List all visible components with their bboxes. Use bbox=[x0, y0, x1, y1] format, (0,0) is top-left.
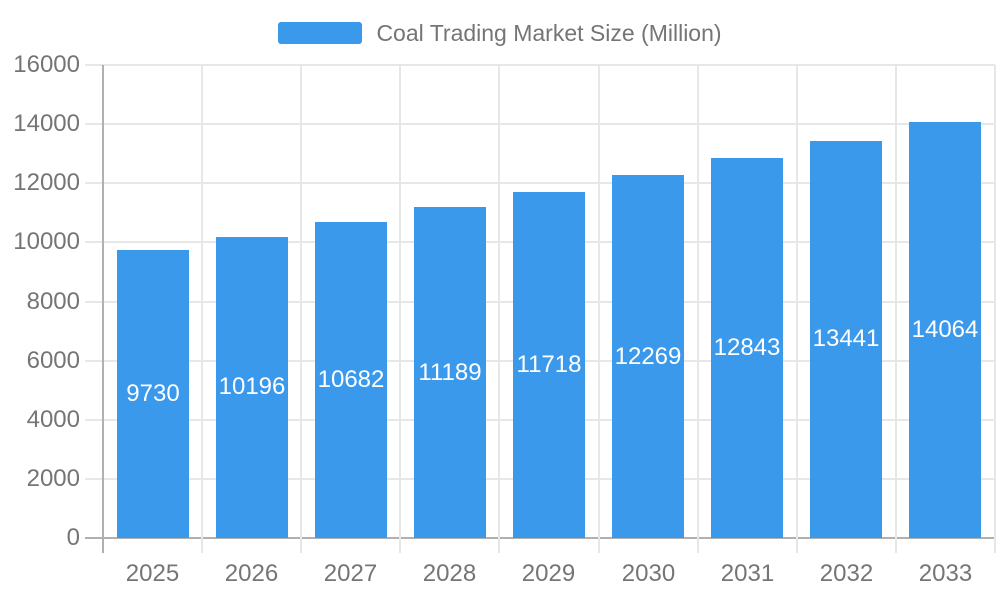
bar-value-label: 13441 bbox=[812, 325, 880, 352]
x-axis-tick-label: 2026 bbox=[224, 560, 279, 587]
x-gridline bbox=[994, 65, 996, 553]
x-gridline bbox=[201, 65, 203, 553]
bar bbox=[810, 141, 882, 538]
bar-value-label: 12269 bbox=[614, 343, 682, 370]
x-axis-tick-label: 2032 bbox=[819, 560, 874, 587]
bar bbox=[711, 158, 783, 538]
bar-value-label: 11718 bbox=[516, 351, 582, 378]
bar bbox=[315, 222, 387, 538]
y-gridline bbox=[85, 123, 995, 125]
x-gridline bbox=[598, 65, 600, 553]
y-axis-line bbox=[102, 65, 104, 553]
x-axis-tick-label: 2028 bbox=[422, 560, 477, 587]
y-axis-tick-label: 6000 bbox=[26, 347, 80, 374]
x-gridline bbox=[796, 65, 798, 553]
bar bbox=[513, 192, 585, 538]
x-axis-tick-label: 2029 bbox=[521, 560, 576, 587]
legend-label[interactable]: Coal Trading Market Size (Million) bbox=[376, 20, 722, 46]
x-axis-tick-label: 2033 bbox=[918, 560, 973, 587]
x-gridline bbox=[895, 65, 897, 553]
y-axis-tick-label: 2000 bbox=[26, 465, 80, 492]
y-axis-tick-label: 8000 bbox=[26, 288, 80, 315]
x-gridline bbox=[399, 65, 401, 553]
y-axis-tick-label: 12000 bbox=[13, 169, 80, 196]
x-axis-line bbox=[85, 537, 995, 539]
x-gridline bbox=[697, 65, 699, 553]
y-axis-tick-label: 4000 bbox=[26, 406, 80, 433]
bar-value-label: 10196 bbox=[218, 373, 286, 400]
x-axis-tick-label: 2025 bbox=[125, 560, 180, 587]
x-gridline bbox=[300, 65, 302, 553]
bar bbox=[612, 175, 684, 538]
legend-swatch-icon[interactable] bbox=[278, 22, 363, 44]
bar-value-label: 12843 bbox=[713, 334, 781, 361]
bar bbox=[414, 207, 486, 538]
x-axis-tick-label: 2027 bbox=[323, 560, 378, 587]
x-axis-tick-label: 2031 bbox=[720, 560, 775, 587]
y-axis-tick-label: 14000 bbox=[13, 110, 80, 137]
y-gridline bbox=[85, 182, 995, 184]
x-axis-tick-label: 2030 bbox=[621, 560, 676, 587]
bar-value-label: 10682 bbox=[317, 366, 385, 393]
y-gridline bbox=[85, 64, 995, 66]
x-gridline bbox=[498, 65, 500, 553]
bar bbox=[216, 237, 288, 538]
bar bbox=[117, 250, 189, 538]
y-axis-tick-label: 16000 bbox=[13, 51, 80, 78]
y-axis-tick-label: 0 bbox=[66, 524, 80, 551]
bar-value-label: 9730 bbox=[126, 380, 180, 407]
bar-value-label: 14064 bbox=[911, 316, 979, 343]
y-axis-tick-label: 10000 bbox=[13, 228, 80, 255]
bar-value-label: 11189 bbox=[418, 359, 482, 386]
bar bbox=[909, 122, 981, 538]
legend[interactable]: Coal Trading Market Size (Million) bbox=[0, 20, 1000, 46]
